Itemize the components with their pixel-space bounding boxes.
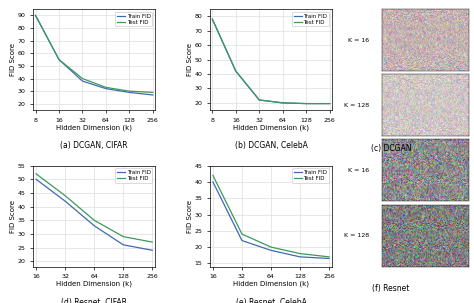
Test FID bbox=[326, 255, 332, 259]
Title: (e) Resnet, CelebA: (e) Resnet, CelebA bbox=[236, 298, 306, 303]
Y-axis label: FID Score: FID Score bbox=[187, 43, 193, 76]
Legend: Train FID, Test FID: Train FID, Test FID bbox=[115, 12, 152, 26]
Train FID bbox=[210, 17, 215, 21]
Test FID bbox=[297, 252, 303, 255]
Y-axis label: FID Score: FID Score bbox=[10, 43, 16, 76]
Train FID bbox=[80, 79, 85, 83]
Test FID bbox=[120, 235, 126, 238]
Legend: Train FID, Test FID: Train FID, Test FID bbox=[292, 168, 329, 183]
Text: K = 128: K = 128 bbox=[344, 103, 369, 108]
Test FID bbox=[210, 174, 216, 177]
Text: K = 16: K = 16 bbox=[348, 168, 369, 173]
Train FID bbox=[327, 102, 332, 105]
Test FID bbox=[280, 101, 285, 105]
Train FID bbox=[149, 248, 155, 252]
Train FID bbox=[303, 102, 309, 105]
Test FID bbox=[210, 17, 215, 21]
Test FID bbox=[149, 240, 155, 244]
Train FID bbox=[91, 224, 97, 228]
Y-axis label: FID Score: FID Score bbox=[187, 200, 193, 233]
Line: Train FID: Train FID bbox=[36, 15, 153, 95]
Line: Test FID: Test FID bbox=[36, 174, 152, 242]
Train FID bbox=[268, 248, 274, 252]
Train FID bbox=[120, 243, 126, 247]
Line: Train FID: Train FID bbox=[36, 179, 152, 250]
Text: (f) Resnet: (f) Resnet bbox=[373, 284, 410, 293]
Train FID bbox=[210, 180, 216, 184]
Title: (d) Resnet, CIFAR: (d) Resnet, CIFAR bbox=[61, 298, 127, 303]
Train FID bbox=[56, 58, 62, 62]
Train FID bbox=[233, 69, 239, 73]
Legend: Train FID, Test FID: Train FID, Test FID bbox=[292, 12, 329, 26]
Test FID bbox=[91, 218, 97, 222]
Train FID bbox=[239, 239, 245, 242]
X-axis label: Hidden Dimension (k): Hidden Dimension (k) bbox=[233, 124, 309, 131]
Text: K = 16: K = 16 bbox=[348, 38, 369, 43]
Y-axis label: FID Score: FID Score bbox=[10, 200, 16, 233]
Test FID bbox=[150, 91, 155, 94]
Train FID bbox=[256, 98, 262, 102]
Train FID bbox=[33, 14, 38, 17]
Test FID bbox=[62, 194, 68, 198]
Text: (c) DCGAN: (c) DCGAN bbox=[371, 145, 411, 154]
Test FID bbox=[256, 98, 262, 102]
Test FID bbox=[80, 77, 85, 80]
Line: Test FID: Test FID bbox=[213, 175, 329, 257]
Test FID bbox=[56, 58, 62, 62]
Train FID bbox=[103, 87, 109, 91]
Line: Test FID: Test FID bbox=[36, 15, 153, 92]
Text: K = 128: K = 128 bbox=[344, 233, 369, 238]
Title: (a) DCGAN, CIFAR: (a) DCGAN, CIFAR bbox=[60, 141, 128, 150]
Line: Train FID: Train FID bbox=[213, 182, 329, 258]
Legend: Train FID, Test FID: Train FID, Test FID bbox=[115, 168, 152, 183]
Line: Test FID: Test FID bbox=[212, 19, 329, 104]
Test FID bbox=[303, 102, 309, 105]
Train FID bbox=[62, 199, 68, 203]
Train FID bbox=[33, 178, 39, 181]
Train FID bbox=[127, 91, 132, 94]
Test FID bbox=[239, 232, 245, 236]
X-axis label: Hidden Dimension (k): Hidden Dimension (k) bbox=[233, 281, 309, 287]
Train FID bbox=[280, 101, 285, 105]
Test FID bbox=[127, 89, 132, 93]
Test FID bbox=[103, 85, 109, 89]
Line: Train FID: Train FID bbox=[212, 19, 329, 104]
Test FID bbox=[33, 172, 39, 176]
Test FID bbox=[233, 69, 239, 73]
Test FID bbox=[268, 245, 274, 249]
Train FID bbox=[326, 257, 332, 260]
Test FID bbox=[327, 102, 332, 105]
Test FID bbox=[33, 14, 38, 17]
Train FID bbox=[297, 255, 303, 259]
Title: (b) DCGAN, CelebA: (b) DCGAN, CelebA bbox=[235, 141, 308, 150]
X-axis label: Hidden Dimension (k): Hidden Dimension (k) bbox=[56, 124, 132, 131]
Train FID bbox=[150, 93, 155, 97]
X-axis label: Hidden Dimension (k): Hidden Dimension (k) bbox=[56, 281, 132, 287]
